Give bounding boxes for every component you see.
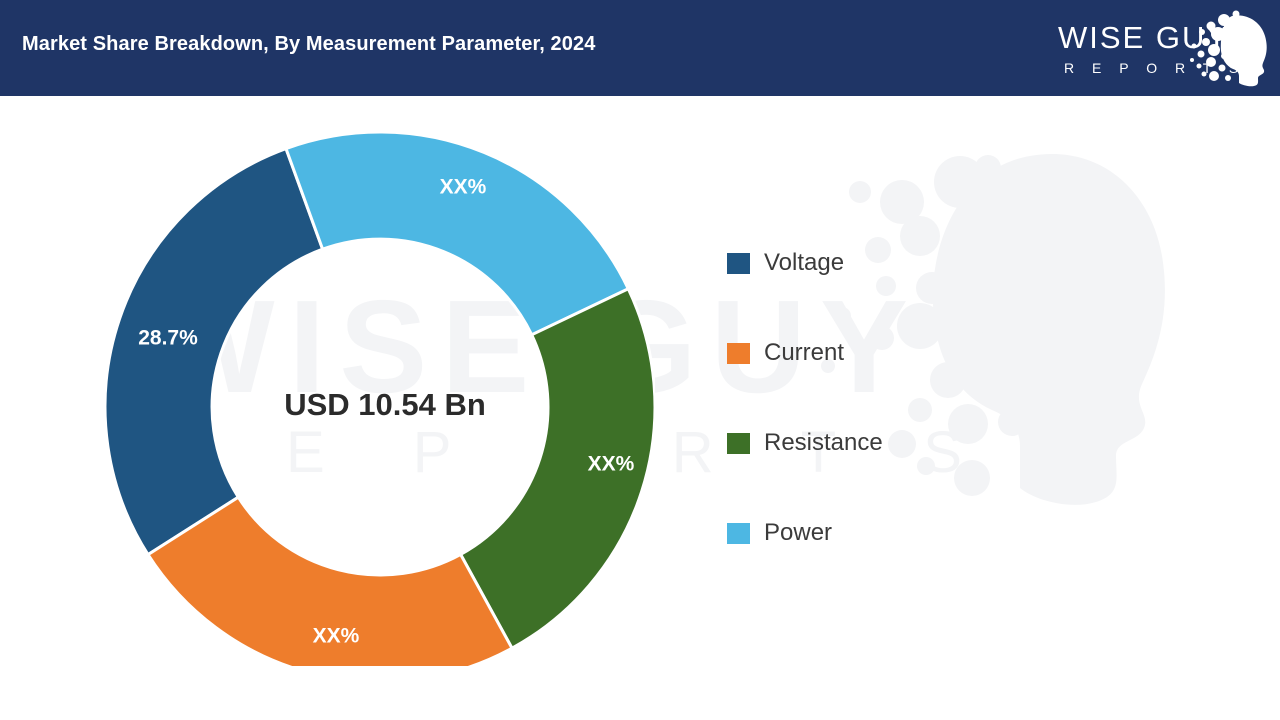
- pie-slice-voltage[interactable]: [105, 146, 325, 557]
- donut-chart: 28.7% XX% XX% XX% USD 10.54 Bn: [105, 116, 655, 666]
- svg-text:R E P O R T S: R E P O R T S: [1064, 60, 1245, 76]
- header-bar: Market Share Breakdown, By Measurement P…: [0, 0, 1280, 96]
- legend-item-current[interactable]: Current: [727, 338, 1027, 428]
- svg-text:WISE GUY: WISE GUY: [1058, 20, 1229, 55]
- pie-slice-resistance[interactable]: [458, 286, 655, 651]
- pie-label-current: XX%: [313, 625, 360, 648]
- legend-label-current: Current: [764, 339, 845, 366]
- legend-swatch-voltage: [727, 253, 750, 274]
- legend-swatch-resistance: [727, 433, 750, 454]
- legend-label-power: Power: [764, 519, 833, 546]
- chart-canvas: WISE GUY R E P O R T S: [0, 96, 1280, 720]
- legend-swatch-power: [727, 523, 750, 544]
- pie-label-resistance: XX%: [588, 453, 635, 476]
- legend-item-voltage[interactable]: Voltage: [727, 248, 1027, 338]
- legend-item-power[interactable]: Power: [727, 518, 1027, 608]
- donut-center-value: USD 10.54 Bn: [284, 387, 486, 422]
- legend-swatch-current: [727, 343, 750, 364]
- pie-slice-current[interactable]: [145, 495, 515, 666]
- pie-label-power: XX%: [440, 176, 487, 199]
- pie-label-voltage: 28.7%: [138, 327, 198, 350]
- legend-label-voltage: Voltage: [764, 249, 845, 276]
- chart-legend: Voltage Current Resistance Power: [727, 248, 1027, 608]
- legend-item-resistance[interactable]: Resistance: [727, 428, 1027, 518]
- pie-slice-power[interactable]: [284, 130, 631, 337]
- legend-label-resistance: Resistance: [764, 429, 883, 456]
- page-title: Market Share Breakdown, By Measurement P…: [22, 33, 596, 55]
- wise-guy-reports-logo: WISE GUY R E P O R T S: [1056, 6, 1274, 90]
